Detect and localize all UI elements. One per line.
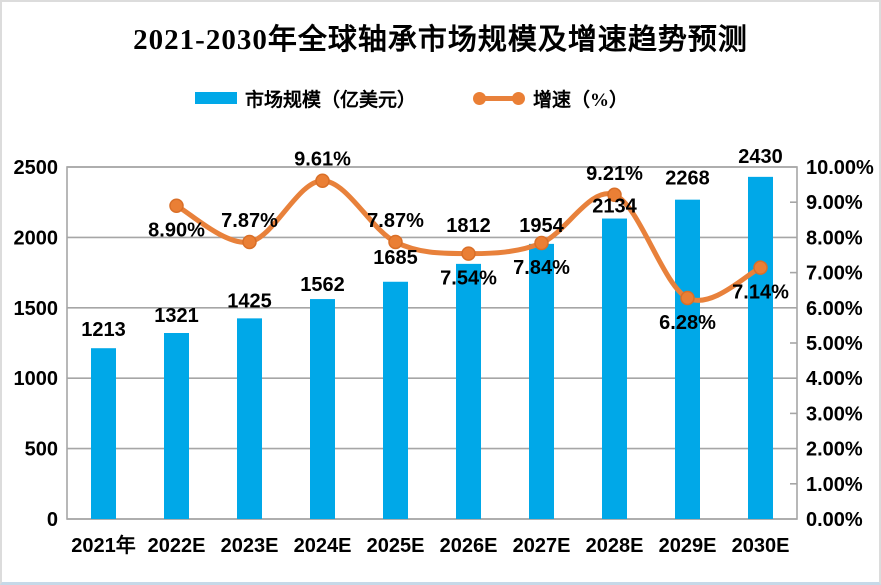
line-swatch-dot [473, 92, 486, 105]
line-swatch-segment [477, 96, 521, 101]
x-axis-label: 2021年 [71, 533, 136, 557]
line-marker [461, 246, 476, 261]
line-marker [534, 235, 549, 251]
bar [529, 243, 554, 519]
right-axis-label: 2.00% [806, 439, 863, 461]
line-marker [680, 290, 695, 306]
bar [91, 348, 116, 519]
bar [164, 333, 189, 519]
right-axis-label: 4.00% [806, 368, 863, 390]
growth-value-label: 7.87% [221, 210, 278, 232]
bar [237, 318, 262, 519]
bar [675, 199, 700, 520]
legend: 市场规模（亿美元） 增速（%） [2, 85, 879, 111]
growth-value-label: 9.21% [586, 163, 643, 185]
x-axis-label: 2024E [294, 535, 352, 557]
left-axis-label: 1500 [14, 298, 59, 320]
line-marker [753, 260, 768, 275]
right-axis-label: 6.00% [806, 298, 863, 320]
right-axis-label: 0.00% [806, 509, 863, 531]
right-axis-label: 8.00% [806, 227, 863, 249]
line-series-swatch-icon [473, 91, 525, 105]
x-axis-label: 2028E [586, 535, 644, 557]
growth-value-label: 7.84% [513, 257, 570, 279]
x-axis-label: 2026E [440, 535, 498, 557]
right-axis-label: 3.00% [806, 403, 863, 425]
bar-value-label: 1321 [154, 305, 199, 327]
bar-value-label: 1425 [227, 290, 272, 312]
right-axis-label: 1.00% [806, 474, 863, 496]
bar-value-label: 1812 [446, 215, 491, 237]
right-axis-label: 7.00% [806, 263, 863, 285]
growth-value-label: 9.61% [294, 149, 351, 171]
bar [383, 281, 408, 519]
bar-value-label: 1685 [373, 247, 418, 269]
line-marker [607, 187, 622, 203]
line-marker [388, 234, 403, 250]
bar-value-label: 2134 [592, 196, 637, 218]
bar-value-label: 1213 [81, 319, 126, 341]
left-axis-label: 500 [25, 439, 58, 461]
growth-value-label: 7.54% [440, 268, 497, 290]
legend-item-growth: 增速（%） [473, 85, 628, 111]
left-axis-label: 1000 [14, 368, 59, 390]
growth-value-label: 7.14% [732, 282, 789, 304]
bar-value-label: 1562 [300, 274, 345, 296]
bar [602, 218, 627, 519]
legend-label-growth: 增速（%） [533, 89, 629, 111]
left-axis-label: 2500 [14, 157, 59, 179]
bar-value-label: 2268 [665, 168, 710, 190]
bar [310, 299, 335, 519]
growth-value-label: 6.28% [659, 312, 716, 334]
bar-value-label: 2430 [738, 146, 783, 168]
growth-value-label: 7.87% [367, 210, 424, 232]
line-marker [169, 198, 184, 213]
x-axis-label: 2027E [513, 535, 571, 557]
chart-title: 2021-2030年全球轴承市场规模及增速趋势预测 [133, 24, 748, 56]
x-axis-label: 2022E [148, 535, 206, 557]
bar-value-label: 1954 [519, 215, 564, 237]
legend-item-market-size: 市场规模（亿美元） [195, 85, 416, 111]
legend-label-market-size: 市场规模（亿美元） [245, 89, 417, 111]
growth-value-label: 8.90% [148, 220, 205, 242]
x-axis-label: 2023E [221, 535, 279, 557]
x-axis-label: 2030E [732, 535, 790, 557]
right-axis-label: 5.00% [806, 333, 863, 355]
bar [748, 176, 773, 519]
right-axis-label: 10.00% [806, 157, 874, 179]
right-axis-label: 9.00% [806, 192, 863, 214]
x-axis-label: 2025E [367, 535, 425, 557]
line-marker [315, 173, 330, 188]
left-axis-label: 0 [47, 509, 58, 531]
x-axis-label: 2029E [659, 535, 717, 557]
bar [456, 263, 481, 519]
bar-series-swatch-icon [195, 92, 237, 104]
line-swatch-dot [512, 92, 525, 105]
left-axis-label: 2000 [14, 227, 59, 249]
line-marker [242, 234, 257, 250]
